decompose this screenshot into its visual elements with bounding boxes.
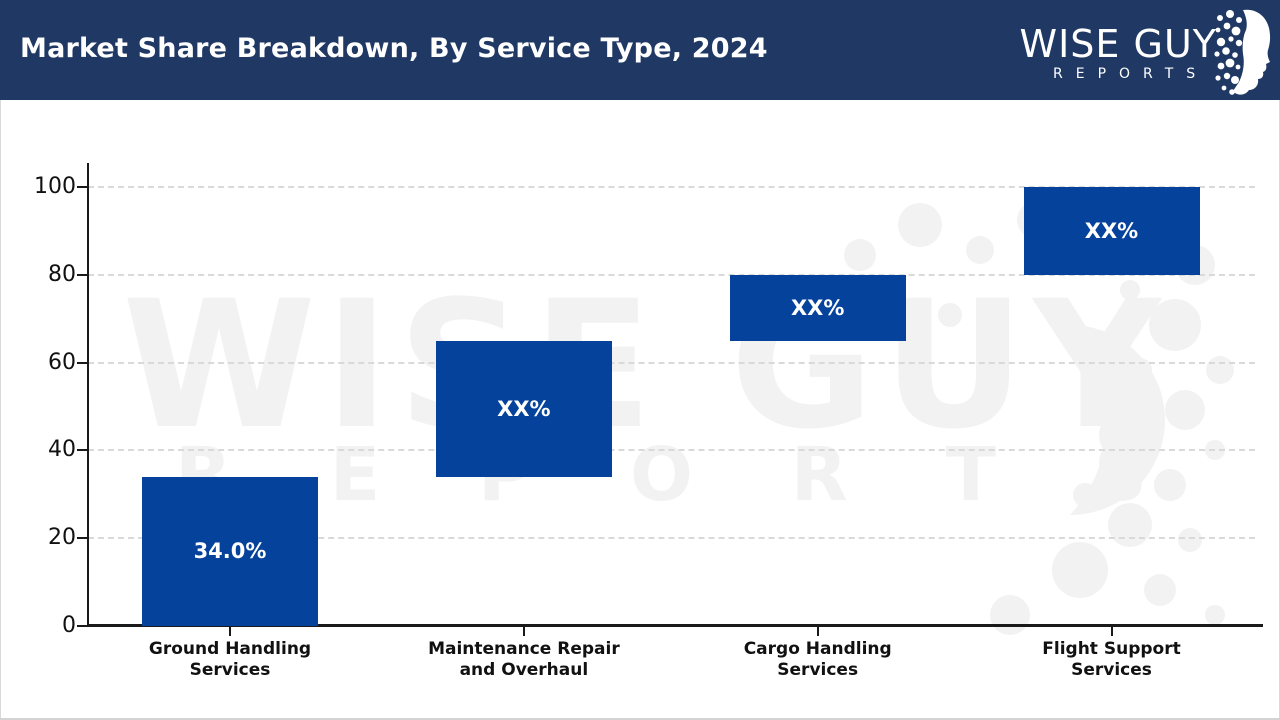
bar: XX%	[435, 340, 612, 477]
bottom-border	[0, 718, 1280, 720]
x-category-label: Maintenance Repair and Overhaul	[374, 639, 674, 681]
bar-value-label: XX%	[790, 295, 845, 320]
y-axis-line	[87, 163, 89, 627]
y-axis-tick	[77, 273, 88, 276]
y-axis-tick	[77, 361, 88, 364]
left-border	[0, 100, 1, 720]
y-axis-tick	[77, 625, 88, 627]
header-bar: Market Share Breakdown, By Service Type,…	[0, 0, 1280, 100]
logo-subtext: REPORTS	[1053, 66, 1209, 82]
x-axis-line	[87, 624, 1263, 627]
logo-wordmark: WISE GUY	[1019, 22, 1217, 66]
x-category-label-line: Services	[777, 660, 859, 680]
y-gridline	[88, 186, 1255, 188]
y-tick-label: 40	[48, 437, 76, 463]
y-tick-label: 80	[48, 261, 76, 287]
x-category-label-line: and Overhaul	[459, 660, 589, 680]
bar-value-label: XX%	[497, 396, 551, 421]
y-tick-label: 100	[34, 174, 76, 199]
y-tick-label: 0	[62, 613, 76, 638]
y-tick-label: 60	[48, 349, 76, 375]
bar: 34.0%	[142, 476, 318, 626]
x-category-label-line: Services	[189, 660, 271, 680]
logo-face-icon	[1214, 9, 1271, 95]
y-axis-tick	[77, 537, 88, 540]
y-axis-tick	[77, 449, 88, 452]
bar-value-label: 34.0%	[193, 539, 267, 564]
x-axis-tick	[229, 627, 231, 636]
y-gridline	[88, 449, 1255, 452]
bar: XX%	[729, 274, 906, 341]
bar: XX%	[1023, 187, 1200, 275]
x-category-label: Ground Handling Services	[80, 639, 380, 681]
y-axis-tick	[77, 186, 88, 188]
x-category-label: Flight Support Services	[962, 639, 1262, 681]
x-category-label-line: Cargo Handling	[743, 639, 892, 659]
page-title: Market Share Breakdown, By Service Type,…	[20, 33, 768, 64]
y-gridline	[88, 361, 1255, 364]
x-category-label-line: Maintenance Repair	[428, 639, 620, 659]
bar-value-label: XX%	[1084, 218, 1139, 243]
x-axis-tick	[522, 627, 525, 636]
x-category-label-line: Services	[1071, 660, 1152, 680]
watermark-wordmark: WISE GUY	[122, 263, 1169, 468]
x-axis-tick	[816, 627, 819, 636]
y-gridline	[88, 537, 1255, 540]
y-tick-label: 20	[48, 525, 76, 551]
x-category-label: Cargo Handling Services	[668, 639, 968, 681]
x-category-label-line: Flight Support	[1042, 639, 1181, 659]
x-axis-tick	[1110, 627, 1113, 636]
x-category-label-line: Ground Handling	[148, 639, 312, 659]
y-gridline	[88, 273, 1255, 276]
